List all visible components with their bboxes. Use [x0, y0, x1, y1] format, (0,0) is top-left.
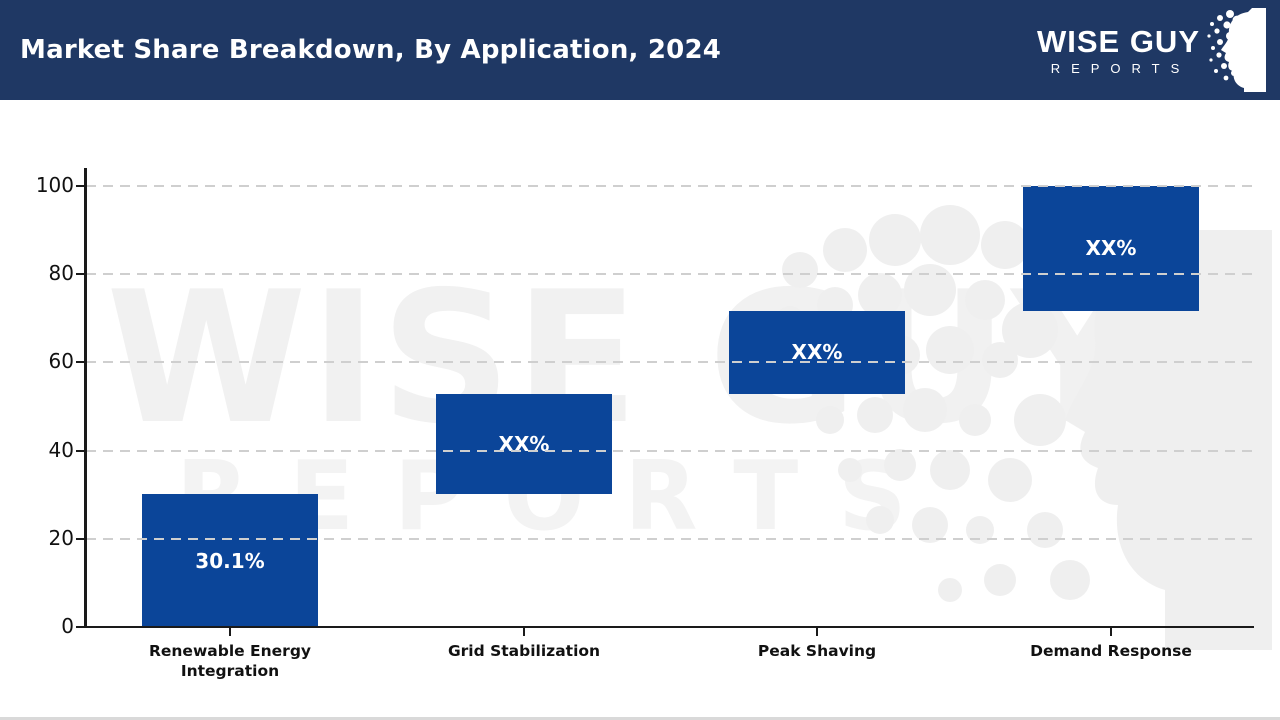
bar-segment: XX%	[436, 393, 612, 495]
x-axis-category-label: Renewable Energy Integration	[148, 642, 312, 681]
bar-segment: XX%	[729, 310, 905, 394]
y-axis-tick-label: 40	[48, 437, 74, 462]
gridline	[86, 185, 1253, 187]
y-axis-tick	[76, 626, 84, 628]
gridline	[86, 537, 1253, 540]
x-axis-category-label: Grid Stabilization	[447, 642, 601, 660]
gridline	[86, 361, 1253, 364]
x-axis-line	[84, 625, 1254, 628]
y-axis-line	[84, 168, 87, 628]
gridline	[86, 449, 1253, 452]
page-title: Market Share Breakdown, By Application, …	[20, 35, 722, 65]
x-axis-tick	[1110, 628, 1112, 636]
bar-value-label: XX%	[1085, 236, 1137, 261]
y-axis-tick	[76, 185, 84, 187]
y-axis-tick	[76, 537, 84, 540]
x-axis-tick	[523, 628, 525, 636]
bar-value-label: 30.1%	[195, 548, 265, 573]
y-axis-tick-label: 20	[48, 525, 74, 550]
bar-segment: 30.1%	[142, 494, 318, 627]
logo-wordmark: WISE GUY	[1036, 23, 1200, 59]
dotted-face-profile-icon	[1207, 8, 1266, 92]
y-axis-tick-label: 100	[35, 173, 74, 197]
header-bar: Market Share Breakdown, By Application, …	[0, 0, 1280, 100]
y-axis-tick-label: 0	[61, 614, 74, 638]
y-axis-tick	[76, 361, 84, 364]
brand-logo: WISE GUY REPORTS	[1037, 8, 1266, 92]
y-axis-tick-label: 80	[48, 261, 74, 286]
gridline	[86, 273, 1253, 276]
footer-divider	[0, 717, 1280, 720]
x-axis-tick	[816, 628, 818, 636]
y-axis-tick	[76, 273, 84, 276]
x-axis-category-label: Demand Response	[1030, 642, 1192, 660]
logo-reports-text: REPORTS	[1050, 60, 1191, 76]
bar-value-label: XX%	[498, 431, 550, 456]
bar-segment: XX%	[1023, 186, 1199, 311]
y-axis-tick-label: 60	[48, 349, 74, 374]
y-axis-tick	[76, 449, 84, 452]
x-axis-tick	[229, 628, 231, 636]
x-axis-category-label: Peak Shaving	[757, 642, 877, 660]
